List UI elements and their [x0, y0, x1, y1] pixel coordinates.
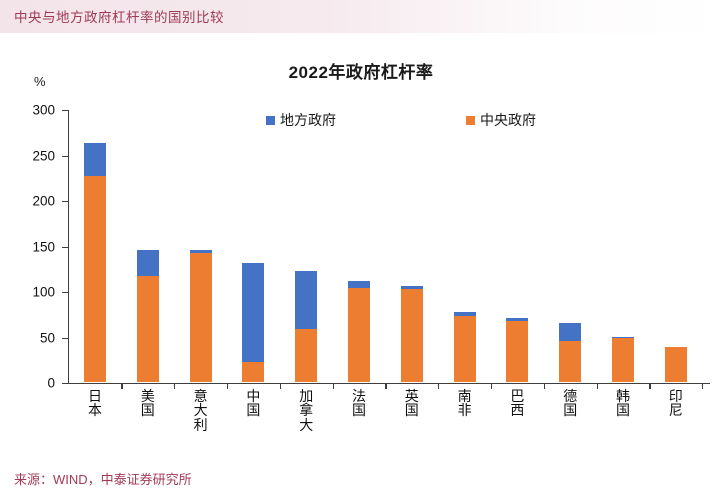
x-axis-category-label: 印尼	[668, 388, 683, 419]
bar-segment-local-government[interactable]	[400, 286, 423, 290]
legend-label-local: 地方政府	[280, 112, 336, 128]
x-axis-tick	[332, 383, 334, 389]
bar-group[interactable]	[189, 250, 212, 382]
legend-item-local-government: 地方政府	[266, 110, 336, 130]
legend-swatch-local	[266, 115, 275, 125]
bar-segment-local-government[interactable]	[295, 271, 318, 330]
x-axis-category-label: 中国	[246, 388, 261, 419]
bar-segment-local-government[interactable]	[84, 142, 106, 177]
bar-segment-central-government[interactable]	[189, 252, 212, 382]
y-axis-tick-label: 250	[32, 148, 55, 163]
bar-segment-local-government[interactable]	[506, 318, 529, 322]
bar-group[interactable]	[664, 347, 687, 382]
y-axis-tick: 0	[47, 376, 68, 391]
header-banner: 中央与地方政府杠杆率的国别比较	[0, 0, 722, 33]
y-axis-tick-label: 150	[32, 239, 55, 254]
bar-segment-central-government[interactable]	[612, 338, 634, 382]
x-axis-tick	[543, 383, 545, 389]
bar-group[interactable]	[84, 142, 106, 382]
y-axis-tick: 300	[32, 103, 68, 118]
y-axis-tick-label: 100	[32, 284, 55, 300]
x-axis-category-label: 南非	[457, 388, 472, 419]
plot-area: 0 50 100 150 200 250 300	[32, 103, 710, 391]
bar-group[interactable]	[400, 286, 423, 382]
x-axis-category-label: 加拿大	[299, 388, 314, 433]
bar-segment-local-government[interactable]	[136, 250, 159, 277]
bar-segment-local-government[interactable]	[612, 337, 634, 339]
bar-group[interactable]	[506, 318, 529, 382]
y-axis-tick-label: 300	[32, 102, 55, 118]
legend-item-central-government: 中央政府	[466, 110, 536, 130]
bar-group[interactable]	[348, 281, 370, 382]
bar-segment-central-government[interactable]	[84, 176, 106, 382]
y-axis-tick-label: 200	[32, 193, 55, 209]
x-axis-line	[68, 383, 710, 385]
x-axis-category-label: 巴西	[510, 388, 525, 419]
x-axis-tick	[491, 383, 493, 389]
y-axis-tick: 100	[32, 285, 68, 300]
x-axis-tick	[121, 383, 123, 389]
x-axis-tick	[438, 383, 440, 389]
bar-segment-central-government[interactable]	[242, 361, 265, 382]
bar-segment-local-government[interactable]	[242, 262, 265, 362]
y-axis-tick: 150	[32, 239, 68, 254]
y-axis-tick: 250	[32, 148, 68, 163]
y-axis-tick: 50	[40, 330, 68, 345]
bar-group[interactable]	[559, 322, 582, 382]
bar-group[interactable]	[612, 337, 634, 382]
x-axis-tick	[702, 383, 704, 389]
y-axis-unit-label: %	[34, 74, 46, 89]
bar-segment-local-government[interactable]	[189, 250, 212, 253]
header-title: 中央与地方政府杠杆率的国别比较	[14, 10, 224, 25]
legend-swatch-central	[466, 115, 475, 125]
x-axis-tick	[279, 383, 281, 389]
y-axis-tick-label: 50	[39, 330, 55, 345]
bar-segment-local-government[interactable]	[348, 281, 370, 289]
y-axis-tick-label: 0	[47, 375, 55, 391]
y-axis-line	[68, 110, 70, 384]
x-axis-tick	[385, 383, 387, 389]
x-axis-category-label: 德国	[563, 388, 578, 419]
bar-group[interactable]	[453, 311, 476, 382]
bar-segment-central-government[interactable]	[295, 329, 318, 382]
x-axis-category-label: 美国	[140, 388, 155, 419]
bar-group[interactable]	[242, 262, 265, 382]
source-note: 来源：WIND，中泰证券研究所	[14, 472, 192, 487]
bar-segment-central-government[interactable]	[559, 341, 582, 382]
x-axis-tick	[649, 383, 651, 389]
bar-segment-central-government[interactable]	[453, 315, 476, 382]
legend-label-central: 中央政府	[480, 112, 536, 128]
bar-segment-central-government[interactable]	[400, 289, 423, 382]
chart-title: 2022年政府杠杆率	[288, 63, 434, 82]
bar-segment-local-government[interactable]	[453, 311, 476, 316]
x-axis-category-label: 法国	[352, 388, 366, 419]
bar-segment-central-government[interactable]	[136, 276, 159, 382]
bar-segment-central-government[interactable]	[348, 288, 370, 382]
x-axis-tick	[227, 383, 229, 389]
bar-segment-central-government[interactable]	[506, 321, 529, 382]
x-axis-tick	[174, 383, 176, 389]
bar-segment-local-government[interactable]	[559, 322, 582, 342]
bar-group[interactable]	[136, 250, 159, 382]
x-axis-category-label: 意大利	[193, 388, 208, 433]
x-axis-category-label: 英国	[404, 388, 419, 419]
y-axis-tick: 200	[32, 194, 68, 209]
x-axis-category-label: 日本	[88, 388, 102, 419]
x-axis-category-label: 韩国	[616, 388, 630, 419]
x-axis-tick	[596, 383, 598, 389]
bar-segment-central-government[interactable]	[664, 347, 687, 382]
chart-legend: 地方政府 中央政府	[266, 110, 606, 132]
bar-group[interactable]	[295, 271, 318, 382]
